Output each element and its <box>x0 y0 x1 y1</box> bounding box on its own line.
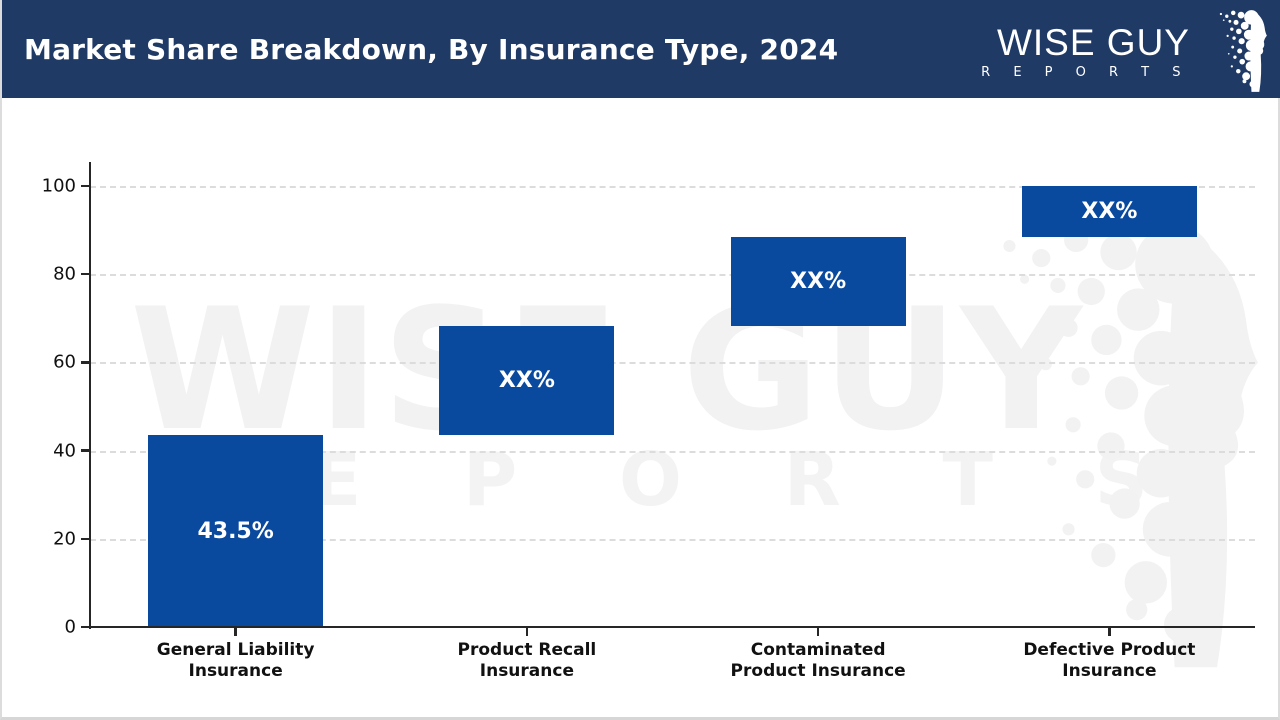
x-axis-line <box>90 625 1255 629</box>
y-tick-label: 20 <box>53 528 76 550</box>
y-tick-label: 40 <box>53 440 76 462</box>
x-category-label: Contaminated Product Insurance <box>730 640 906 682</box>
y-tick-mark <box>81 625 90 629</box>
x-tick-mark <box>1108 627 1111 636</box>
y-gridline <box>90 362 1255 365</box>
brand-logo-text: WISE GUY R E P O R T S <box>977 24 1190 79</box>
watermark-head-icon <box>1003 224 1258 668</box>
bar-value-label: XX% <box>790 268 847 294</box>
y-tick-label: 60 <box>53 351 76 373</box>
bar-value-label: XX% <box>498 367 555 393</box>
y-tick-mark <box>81 537 90 541</box>
y-gridline <box>90 538 1255 541</box>
x-tick-mark <box>525 627 529 636</box>
x-category-label: Product Recall Insurance <box>457 640 597 682</box>
y-tick-mark <box>81 449 90 452</box>
y-tick-label: 0 <box>64 616 76 638</box>
y-gridline <box>90 450 1255 453</box>
y-tick-mark <box>81 184 90 188</box>
x-category-label: Defective Product Insurance <box>1023 640 1196 682</box>
y-gridline <box>90 274 1255 277</box>
brand-subname: R E P O R T S <box>981 64 1190 80</box>
waterfall-bar: 43.5% <box>148 435 324 627</box>
brand-logo: WISE GUY R E P O R T S <box>977 8 1268 94</box>
y-tick-label: 100 <box>41 175 76 197</box>
bar-value-label: XX% <box>1081 198 1138 224</box>
y-axis-line <box>88 162 92 629</box>
logo-head-icon <box>1219 10 1267 92</box>
x-tick-mark <box>816 627 820 636</box>
y-tick-mark <box>81 272 90 276</box>
waterfall-bar: XX% <box>730 236 906 326</box>
y-tick-label: 80 <box>53 263 76 285</box>
bar-value-label: 43.5% <box>197 518 274 544</box>
waterfall-bar: XX% <box>439 325 615 436</box>
y-gridline <box>90 186 1255 188</box>
page-title: Market Share Breakdown, By Insurance Typ… <box>24 32 839 66</box>
brand-name: WISE GUY <box>996 21 1190 63</box>
x-tick-mark <box>234 627 237 636</box>
header-bar: Market Share Breakdown, By Insurance Typ… <box>2 0 1280 98</box>
chart-area: WISE GUY R E P O R T S 0 20 40 60 80 100 43.5%… <box>2 98 1280 717</box>
y-tick-mark <box>81 361 90 364</box>
waterfall-bar: XX% <box>1021 186 1197 237</box>
x-category-label: General Liability Insurance <box>156 640 315 682</box>
